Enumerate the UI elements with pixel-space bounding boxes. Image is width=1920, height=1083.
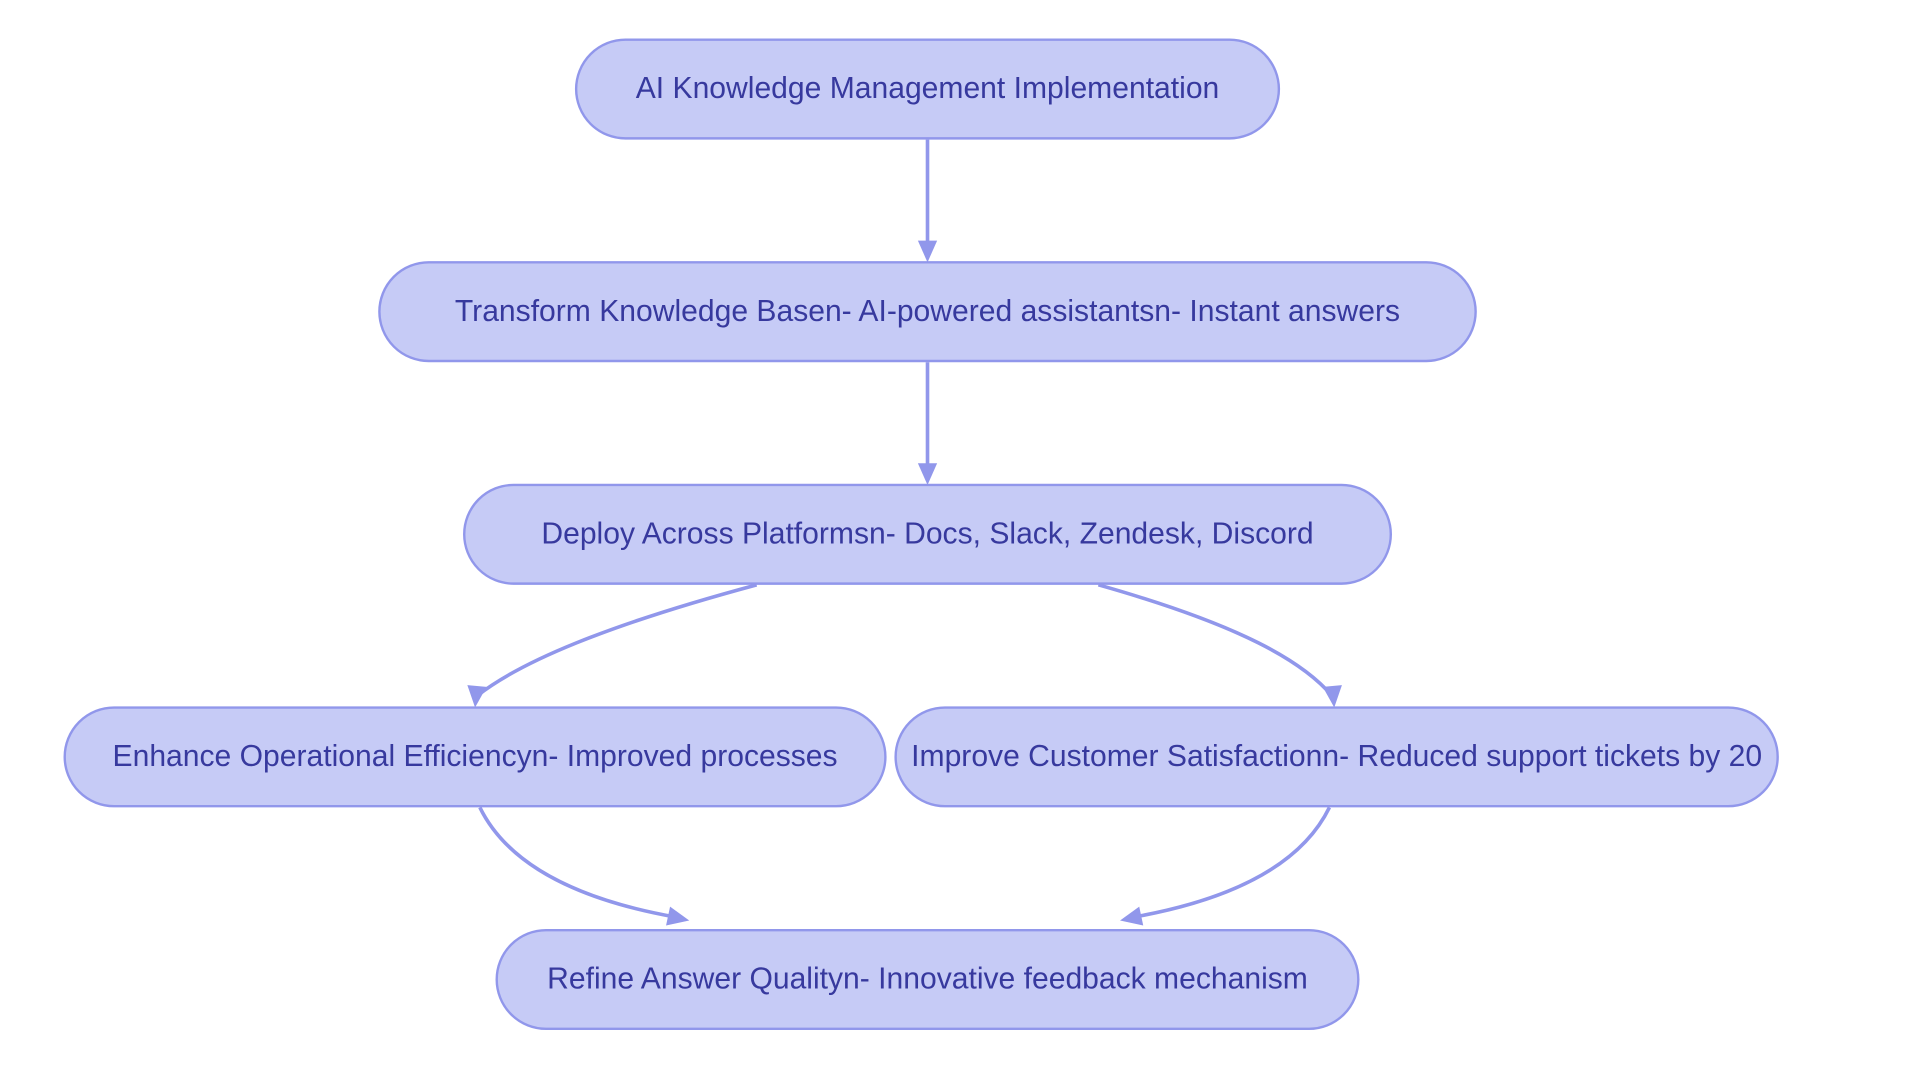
edge-n5-n6 bbox=[1134, 807, 1329, 917]
arrowhead bbox=[1323, 685, 1342, 707]
flowchart-node: Refine Answer Qualityn- Innovative feedb… bbox=[497, 930, 1359, 1029]
node-label: Improve Customer Satisfactionn- Reduced … bbox=[911, 740, 1762, 773]
arrowhead bbox=[467, 685, 486, 707]
arrowhead bbox=[666, 907, 689, 926]
edge-n4-n6 bbox=[480, 807, 675, 917]
edge-n3-n5 bbox=[1098, 585, 1331, 696]
flowchart-node: Deploy Across Platformsn- Docs, Slack, Z… bbox=[464, 485, 1391, 584]
arrowhead bbox=[918, 241, 937, 263]
nodes-group: AI Knowledge Management Implementation Tr… bbox=[65, 40, 1778, 1029]
node-label: Refine Answer Qualityn- Innovative feedb… bbox=[547, 963, 1308, 996]
node-label: Deploy Across Platformsn- Docs, Slack, Z… bbox=[541, 517, 1313, 550]
node-label: Transform Knowledge Basen- AI-powered as… bbox=[455, 295, 1400, 328]
arrowhead bbox=[1120, 907, 1143, 926]
node-label: Enhance Operational Efficiencyn- Improve… bbox=[113, 740, 838, 773]
flowchart-node: Transform Knowledge Basen- AI-powered as… bbox=[379, 262, 1475, 361]
edge-n3-n4 bbox=[477, 585, 756, 696]
arrowhead bbox=[918, 463, 937, 485]
node-label: AI Knowledge Management Implementation bbox=[636, 72, 1220, 105]
flowchart-node: Improve Customer Satisfactionn- Reduced … bbox=[896, 708, 1778, 807]
flowchart-node: Enhance Operational Efficiencyn- Improve… bbox=[65, 708, 886, 807]
flowchart-node: AI Knowledge Management Implementation bbox=[576, 40, 1279, 139]
flowchart-canvas: AI Knowledge Management Implementation Tr… bbox=[0, 0, 1920, 1083]
